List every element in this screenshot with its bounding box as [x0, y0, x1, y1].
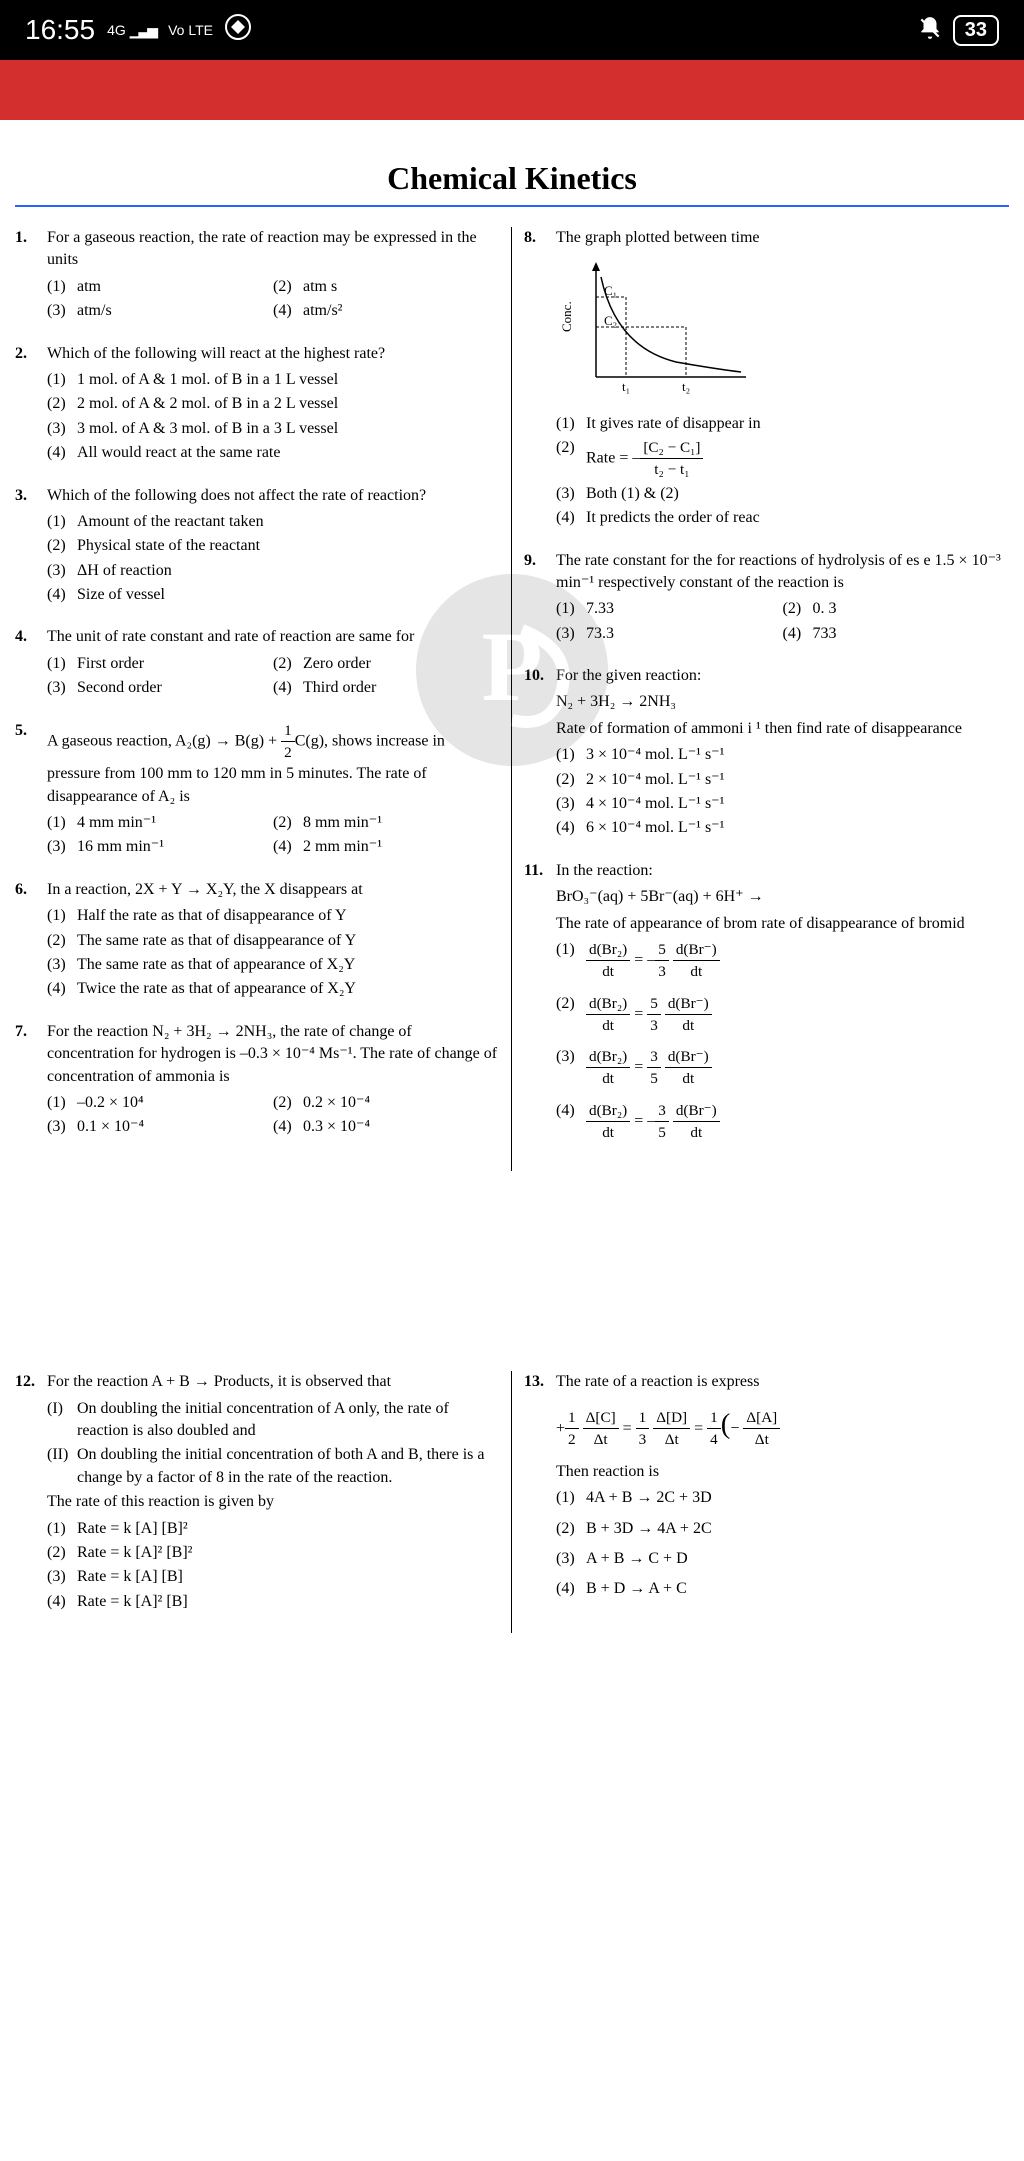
svg-text:Conc.: Conc.: [559, 302, 574, 333]
question-6: 6. In a reaction, 2X + Y → X₂Y, the X di…: [15, 879, 499, 1003]
svg-text:C₂: C₂: [604, 313, 617, 328]
svg-text:C₁: C₁: [604, 283, 617, 298]
signal-icon: 4G ▁▃▅: [107, 22, 156, 39]
svg-text:t₁: t₁: [622, 379, 630, 394]
question-8: 8. The graph plotted between time: [524, 227, 1009, 532]
question-text: For a gaseous reaction, the rate of reac…: [47, 227, 499, 272]
status-time: 16:55: [25, 14, 95, 46]
page-title: Chemical Kinetics: [15, 160, 1009, 197]
network-icon: Vo LTE: [168, 22, 213, 38]
conc-time-graph: Conc. C₁ C₂ t₁ t₂: [556, 257, 1009, 404]
app-header-bar: [0, 60, 1024, 120]
question-1: 1. For a gaseous reaction, the rate of r…: [15, 227, 499, 325]
watermark-logo: P: [412, 570, 612, 775]
mute-icon: [917, 15, 943, 46]
question-2: 2. Which of the following will react at …: [15, 343, 499, 467]
question-11: 11. In the reaction: BrO₃⁻(aq) + 5Br⁻(aq…: [524, 860, 1009, 1153]
battery-icon: 33: [953, 15, 999, 46]
svg-text:t₂: t₂: [682, 379, 690, 394]
question-number: 1.: [15, 227, 47, 325]
title-underline: [15, 205, 1009, 207]
question-12: 12. For the reaction A + B → Products, i…: [15, 1371, 499, 1615]
question-7: 7. For the reaction N₂ + 3H₂ → 2NH₃, the…: [15, 1021, 499, 1141]
svg-text:P: P: [481, 611, 542, 722]
app-icon: [225, 14, 251, 47]
status-bar: 16:55 4G ▁▃▅ Vo LTE 33: [0, 0, 1024, 60]
question-13: 13. The rate of a reaction is express +1…: [524, 1371, 1009, 1608]
